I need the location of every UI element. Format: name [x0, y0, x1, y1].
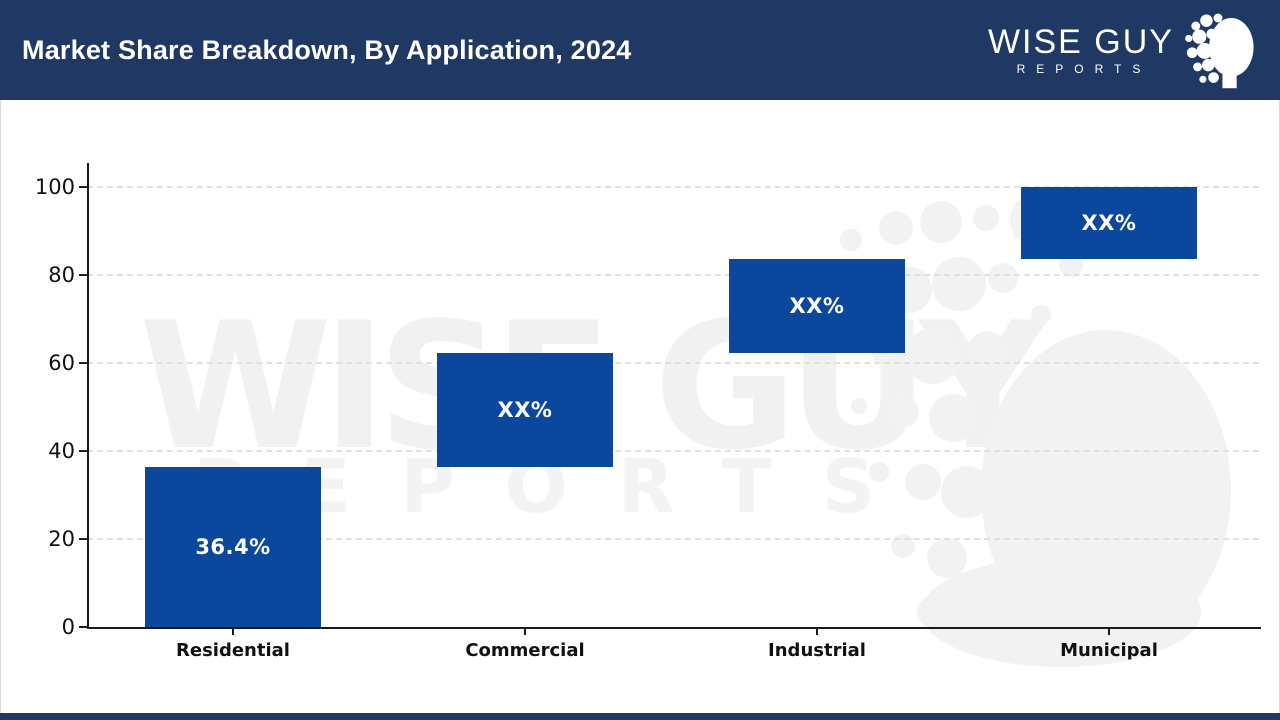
logo-subtitle: REPORTS — [1016, 62, 1152, 77]
chart-area: WISE GUY REPORTS — [0, 100, 1280, 713]
x-axis-tick — [524, 629, 526, 635]
y-tick-label-40: 40 — [48, 439, 75, 463]
x-tick-label-commercial: Commercial — [465, 640, 585, 661]
y-axis-tick — [79, 450, 87, 452]
y-axis-tick — [79, 274, 87, 276]
y-tick-label-100: 100 — [34, 175, 75, 199]
y-tick-label-60: 60 — [48, 351, 75, 375]
bar-residential: 36.4% — [145, 466, 321, 627]
gridline-y-40 — [87, 450, 1259, 452]
footer-bar — [0, 713, 1280, 720]
gridline-y-80 — [87, 274, 1259, 276]
y-axis-tick — [79, 362, 87, 364]
bar-value-label: XX% — [497, 398, 553, 423]
watermark-head-dots — [840, 194, 1231, 667]
y-tick-label-20: 20 — [48, 527, 75, 551]
x-axis-tick — [816, 629, 818, 635]
y-axis-tick — [79, 626, 87, 628]
x-tick-label-residential: Residential — [176, 640, 290, 661]
x-axis-tick — [232, 629, 234, 635]
logo-wordmark: WISE GUY — [987, 22, 1174, 61]
x-tick-label-municipal: Municipal — [1060, 640, 1158, 661]
y-axis-tick — [79, 538, 87, 540]
gridline-y-60 — [87, 362, 1259, 364]
bar-industrial: XX% — [729, 259, 905, 354]
x-tick-label-industrial: Industrial — [768, 640, 866, 661]
y-axis — [87, 163, 89, 629]
page-title: Market Share Breakdown, By Application, … — [22, 34, 632, 65]
bar-value-label: XX% — [1081, 211, 1137, 236]
y-tick-label-80: 80 — [48, 263, 75, 287]
logo-head-icon — [1185, 13, 1254, 89]
wise-guy-logo: WISE GUY REPORTS — [988, 6, 1258, 94]
plot-area: 0 20 40 60 80 100 36.4% Residential XX% Commercia… — [1, 100, 1279, 713]
header: Market Share Breakdown, By Application, … — [0, 0, 1280, 100]
gridline-y-100 — [87, 186, 1259, 188]
logo-text: WISE GUY REPORTS — [987, 22, 1174, 77]
bar-commercial: XX% — [437, 353, 613, 467]
x-axis-tick — [1108, 629, 1110, 635]
bar-value-label: XX% — [789, 294, 845, 319]
y-axis-tick — [79, 186, 87, 188]
y-tick-label-0: 0 — [61, 615, 75, 639]
gridline-y-20 — [87, 538, 1259, 540]
x-axis — [87, 627, 1261, 629]
bar-value-label: 36.4% — [195, 534, 271, 559]
bar-municipal: XX% — [1021, 187, 1197, 260]
